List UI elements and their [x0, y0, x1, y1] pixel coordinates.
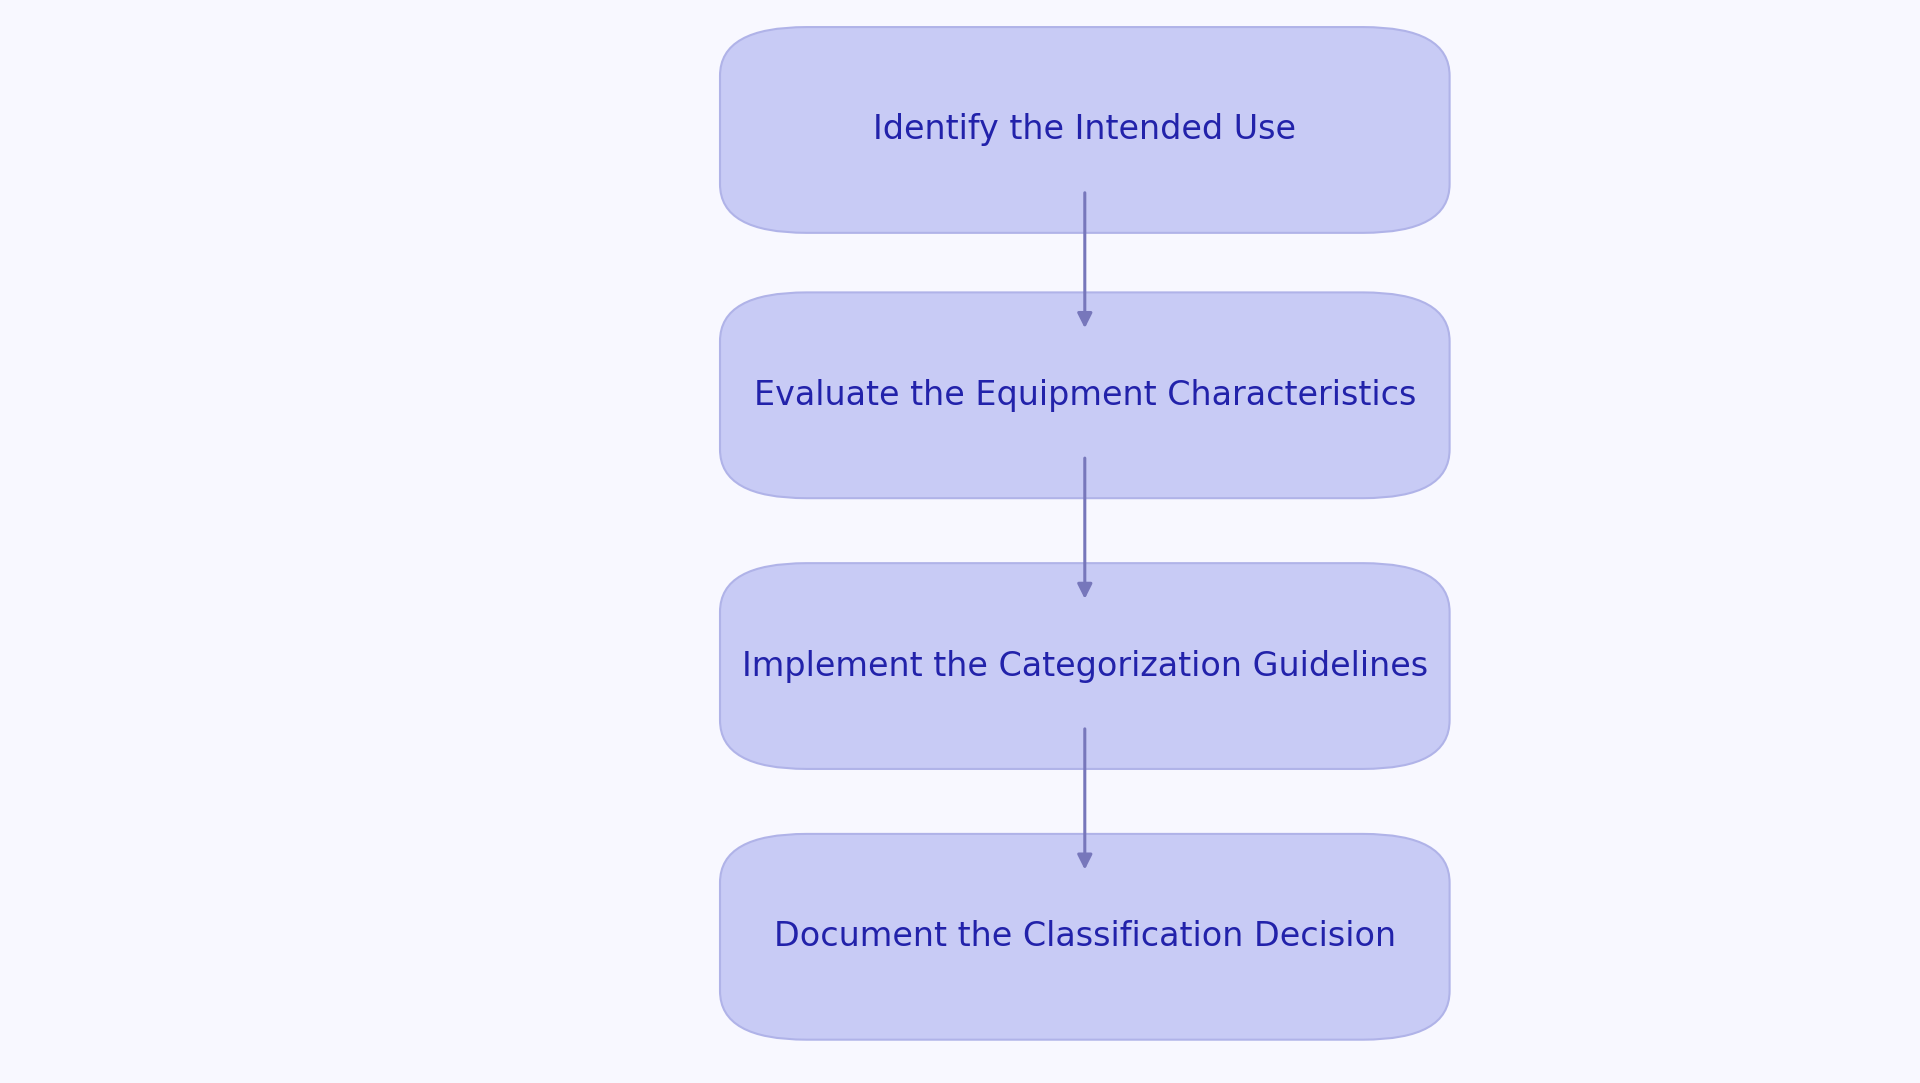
Text: Document the Classification Decision: Document the Classification Decision — [774, 921, 1396, 953]
FancyBboxPatch shape — [720, 292, 1450, 498]
Text: Identify the Intended Use: Identify the Intended Use — [874, 114, 1296, 146]
Text: Implement the Categorization Guidelines: Implement the Categorization Guidelines — [741, 650, 1428, 682]
FancyBboxPatch shape — [720, 834, 1450, 1040]
Text: Evaluate the Equipment Characteristics: Evaluate the Equipment Characteristics — [755, 379, 1415, 412]
FancyBboxPatch shape — [720, 27, 1450, 233]
FancyBboxPatch shape — [720, 563, 1450, 769]
